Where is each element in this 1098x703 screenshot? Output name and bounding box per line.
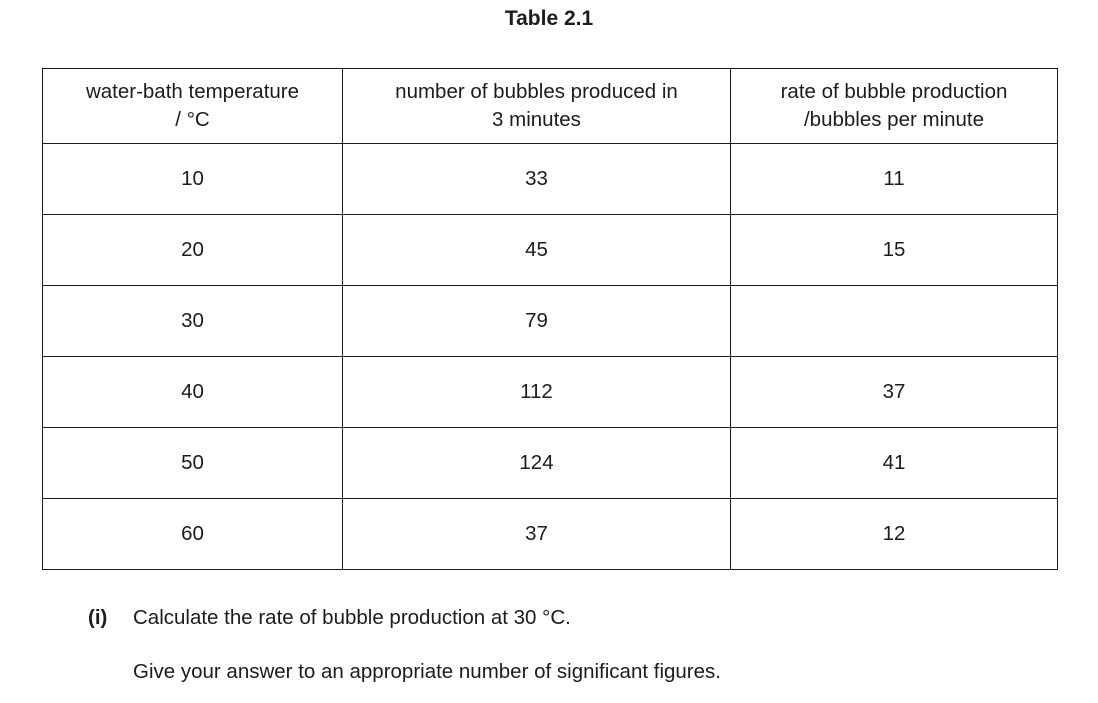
cell-rate: 15 <box>730 214 1058 286</box>
table-row: 40 112 37 <box>42 356 1058 428</box>
column-header-line: water-bath temperature <box>85 80 300 103</box>
question-number: (i) <box>88 606 108 629</box>
column-header-rate-of-bubble-production: rate of bubble production /bubbles per m… <box>730 68 1058 144</box>
cell-bubble-count: 112 <box>342 356 731 428</box>
cell-bubble-count: 37 <box>342 498 731 570</box>
cell-bubble-count: 33 <box>342 143 731 215</box>
table-row: 50 124 41 <box>42 427 1058 499</box>
cell-bubble-count: 79 <box>342 285 731 357</box>
question-instruction: Give your answer to an appropriate numbe… <box>133 660 721 683</box>
column-header-number-of-bubbles: number of bubbles produced in 3 minutes <box>342 68 731 144</box>
table-header-row: water-bath temperature / °C number of bu… <box>42 68 1058 144</box>
cell-temperature: 40 <box>42 356 343 428</box>
column-header-line: number of bubbles produced in <box>395 80 678 103</box>
cell-bubble-count: 45 <box>342 214 731 286</box>
page-title: Table 2.1 <box>504 7 594 30</box>
column-header-line: /bubbles per minute <box>803 108 985 131</box>
cell-rate: 41 <box>730 427 1058 499</box>
column-header-line: / °C <box>175 108 210 131</box>
cell-rate: 11 <box>730 143 1058 215</box>
cell-temperature: 10 <box>42 143 343 215</box>
cell-rate: 37 <box>730 356 1058 428</box>
column-header-line: rate of bubble production <box>780 80 1008 103</box>
cell-temperature: 50 <box>42 427 343 499</box>
cell-temperature: 30 <box>42 285 343 357</box>
table-row: 60 37 12 <box>42 498 1058 570</box>
cell-rate: 12 <box>730 498 1058 570</box>
table-row: 20 45 15 <box>42 214 1058 286</box>
table-row: 10 33 11 <box>42 143 1058 215</box>
cell-temperature: 60 <box>42 498 343 570</box>
question-part-i: (i) Calculate the rate of bubble product… <box>88 606 571 630</box>
column-header-water-bath-temperature: water-bath temperature / °C <box>42 68 343 144</box>
question-prompt: Calculate the rate of bubble production … <box>133 606 571 629</box>
cell-rate-empty <box>730 285 1058 357</box>
bubble-production-table: water-bath temperature / °C number of bu… <box>42 68 1058 570</box>
cell-temperature: 20 <box>42 214 343 286</box>
column-header-line: 3 minutes <box>492 108 581 131</box>
table-row: 30 79 <box>42 285 1058 357</box>
cell-bubble-count: 124 <box>342 427 731 499</box>
